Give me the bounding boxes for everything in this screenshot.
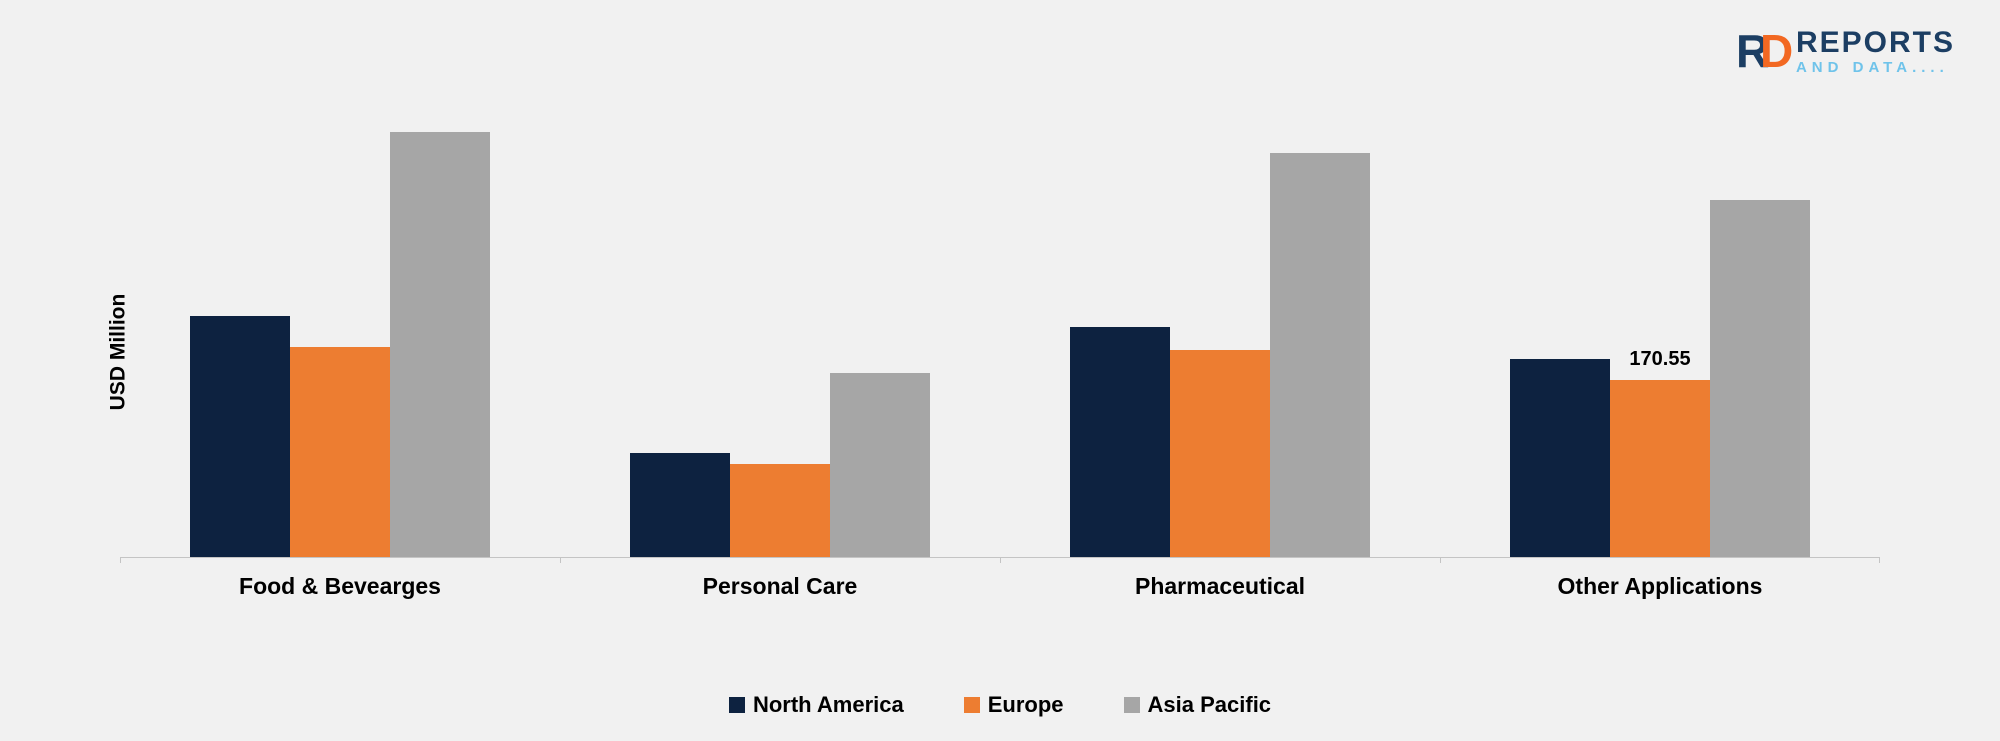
bar-asia-pacific-pharmaceutical bbox=[1270, 153, 1370, 557]
legend-item-asia-pacific: Asia Pacific bbox=[1123, 692, 1272, 718]
bar-north-america-other-applications bbox=[1510, 358, 1610, 557]
legend-swatch-europe bbox=[963, 697, 980, 713]
logo-text-sub: AND DATA.... bbox=[1795, 59, 1949, 76]
data-label-europe-other-applications: 170.55 bbox=[1629, 348, 1691, 371]
category-group-food-bevearges: Food & Bevearges bbox=[120, 90, 560, 599]
bars-pharmaceutical bbox=[1000, 90, 1440, 557]
category-group-other-applications: 170.55 Other Applications bbox=[1440, 90, 1880, 599]
legend-label-north-america: North America bbox=[752, 692, 904, 717]
x-axis-tick bbox=[560, 557, 561, 563]
bar-asia-pacific-other-applications bbox=[1710, 200, 1810, 557]
bars-food-bevearges bbox=[120, 90, 560, 557]
x-axis-tick bbox=[120, 557, 121, 563]
category-label-pharmaceutical: Pharmaceutical bbox=[1134, 573, 1306, 599]
plot-area: Food & Bevearges Personal Care Pharmaceuti… bbox=[120, 90, 1880, 599]
bar-north-america-food-bevearges bbox=[190, 316, 290, 557]
bar-north-america-personal-care bbox=[630, 453, 730, 557]
chart-legend: North America Europe Asia Pacific bbox=[0, 692, 2000, 718]
legend-label-europe: Europe bbox=[987, 692, 1064, 717]
category-group-pharmaceutical: Pharmaceutical bbox=[1000, 90, 1440, 599]
category-group-personal-care: Personal Care bbox=[560, 90, 1000, 599]
x-axis-tick bbox=[1000, 557, 1001, 563]
legend-swatch-asia-pacific bbox=[1123, 697, 1140, 713]
legend-label-asia-pacific: Asia Pacific bbox=[1147, 692, 1272, 717]
x-axis-tick bbox=[1440, 557, 1441, 563]
logo-text-main: REPORTS bbox=[1795, 26, 1955, 59]
bar-asia-pacific-personal-care bbox=[830, 373, 930, 557]
x-axis-tick bbox=[1879, 557, 1880, 563]
legend-swatch-north-america bbox=[728, 697, 745, 713]
category-label-other-applications: Other Applications bbox=[1557, 573, 1763, 599]
logo-rd-icon: R D bbox=[1735, 25, 1793, 77]
bar-europe-other-applications: 170.55 bbox=[1610, 348, 1710, 557]
bars-personal-care bbox=[560, 90, 1000, 557]
logo-letter-r: R bbox=[1735, 25, 1770, 77]
legend-item-europe: Europe bbox=[963, 692, 1064, 718]
legend-item-north-america: North America bbox=[728, 692, 904, 718]
bar-europe-food-bevearges bbox=[290, 347, 390, 557]
logo-letter-d: D bbox=[1759, 25, 1794, 77]
bar-asia-pacific-food-bevearges bbox=[390, 131, 490, 557]
reports-and-data-logo: R D REPORTS AND DATA.... bbox=[1736, 28, 1955, 78]
bar-europe-personal-care bbox=[730, 463, 830, 557]
bar-europe-pharmaceutical bbox=[1170, 350, 1270, 557]
category-label-food-bevearges: Food & Bevearges bbox=[239, 573, 441, 599]
logo-text: REPORTS AND DATA.... bbox=[1796, 28, 1955, 78]
category-label-personal-care: Personal Care bbox=[702, 573, 858, 599]
bars-other-applications: 170.55 bbox=[1440, 90, 1880, 557]
bar-north-america-pharmaceutical bbox=[1070, 326, 1170, 557]
